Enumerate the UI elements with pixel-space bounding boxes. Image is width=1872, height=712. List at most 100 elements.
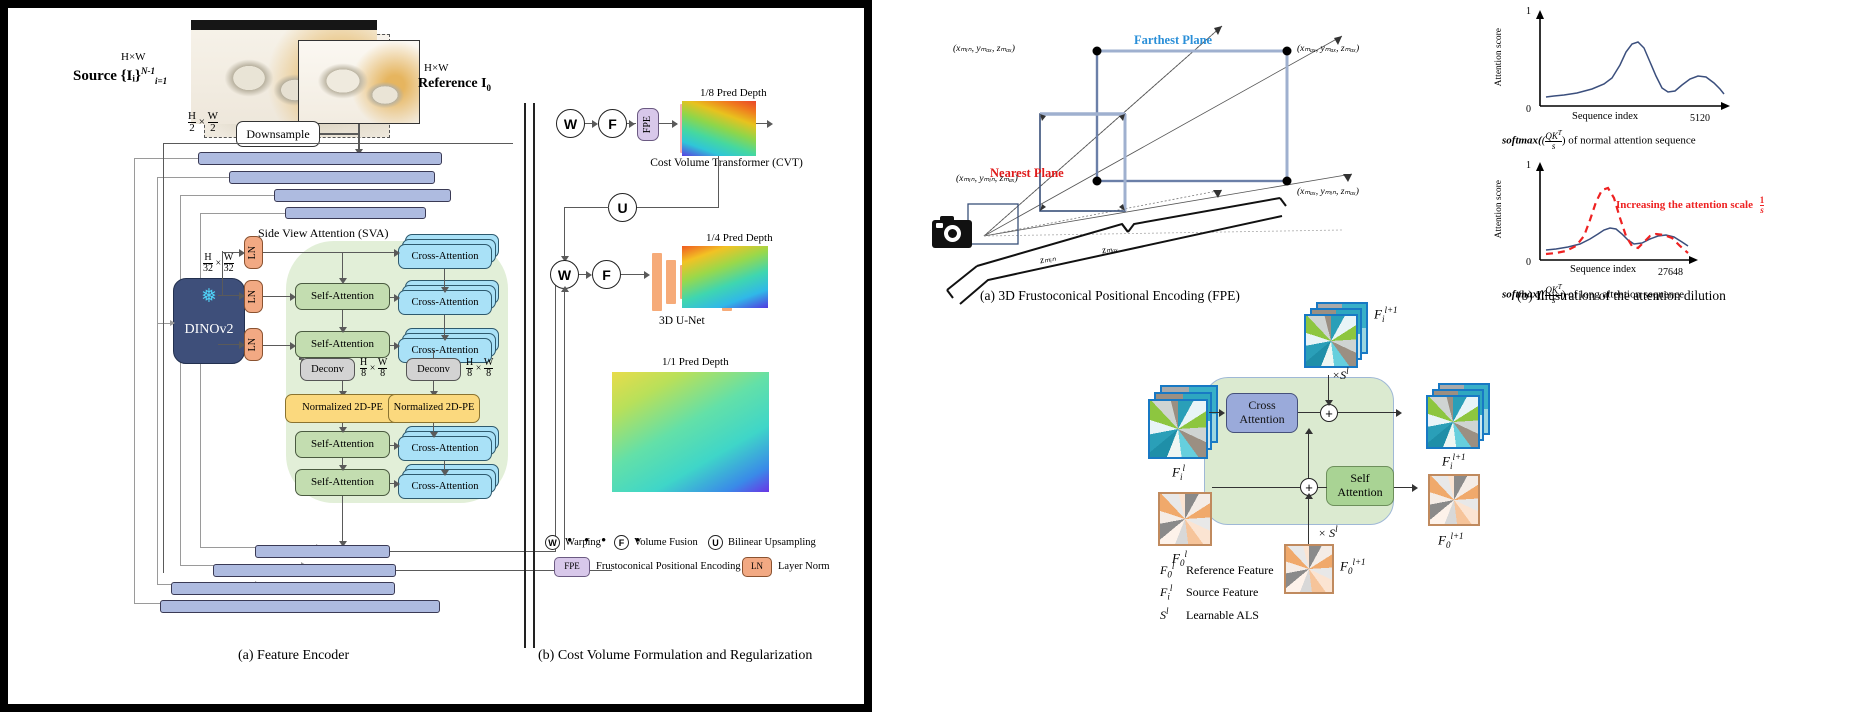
downsample-out-line — [320, 133, 360, 135]
cvt-out-arrow — [767, 120, 773, 128]
chart2-caption: softmax(( QKT s ) of long attention sequ… — [1502, 283, 1685, 306]
fusion-circle-1[interactable]: F — [598, 109, 627, 138]
chart1-ylabel: Attention score — [1494, 28, 1504, 87]
pe2-ca4-arrow — [430, 432, 438, 438]
chart1-caption: softmax(( QKT s ) of normal attention se… — [1502, 129, 1696, 152]
ln-box-2: LN — [244, 280, 263, 313]
top-route — [163, 143, 513, 145]
deconv-box-2: Deconv — [406, 358, 461, 381]
u-in-from-cvt — [637, 207, 719, 209]
pred-18-label: 1/8 Pred Depth — [700, 87, 767, 99]
skip-line-2h — [157, 177, 229, 179]
unet-bar-2 — [666, 260, 676, 304]
si-top-arrow — [1325, 400, 1333, 406]
reference-feature-scaled — [1284, 544, 1334, 594]
sva-out-arrow — [339, 541, 347, 547]
self-attention-2: Self-Attention — [295, 331, 390, 358]
output-bar-1 — [255, 545, 390, 558]
chart1-ymax: 1 — [1526, 6, 1531, 17]
deconv1-to-pe1 — [342, 381, 344, 393]
left-long-up — [163, 143, 165, 573]
sa1-to-sa2 — [342, 310, 344, 329]
dino-in-arrow — [170, 320, 175, 326]
chart2-ylabel: Attention score — [1494, 180, 1504, 239]
unet-bar-1 — [652, 253, 662, 311]
u-out-arrow — [561, 256, 569, 262]
reference-image — [298, 40, 420, 124]
legend-ln-icon: LN — [742, 557, 772, 577]
skip-line-1h — [134, 158, 198, 160]
legend-fusion-label: Volume Fusion — [634, 537, 698, 548]
legend-upsample-icon: U — [708, 535, 723, 550]
warp-circle-2[interactable]: W — [550, 260, 579, 289]
pe1-sa3-arrow — [339, 427, 347, 433]
f-0-l1-scaled-label: F0l+1 — [1340, 557, 1366, 576]
ca3-to-deconv2 — [433, 351, 435, 359]
f2-unet — [621, 274, 648, 276]
legend-fusion-icon: F — [614, 535, 629, 550]
plus-up-to-ca — [1308, 432, 1310, 478]
pred-14-label: 1/4 Pred Depth — [706, 232, 773, 244]
legend-warping-icon: W — [545, 535, 560, 550]
chart2-ymax: 1 — [1526, 160, 1531, 171]
ln3-to-sa2-arrow — [290, 342, 296, 350]
panel-divider-1 — [524, 103, 526, 648]
chart1-xmax: 5120 — [1690, 113, 1710, 124]
fpe-box: FPE — [637, 108, 659, 141]
res-drop — [222, 252, 224, 296]
sa2-to-ca3-arrow — [394, 342, 400, 350]
encoder-bar-3 — [274, 189, 451, 202]
nearest-plane-label: Nearest Plane — [990, 166, 1064, 180]
output-bar-3 — [171, 582, 395, 595]
corner-label-top-right: (xₘₐₓ, yₘₐₓ, zₘₐₓ) — [1297, 44, 1360, 54]
s0-up-arrow — [1305, 493, 1313, 499]
ca4-to-ca5 — [444, 461, 446, 472]
left-figure-panel: H×W Source {Iᵢ}N-1i=1 H×W Reference I0 H… — [8, 8, 864, 704]
cvt-to-u — [718, 156, 720, 208]
panel-divider-2 — [533, 103, 535, 648]
pred-depth-11-image — [612, 372, 769, 492]
ca4-ca5-arrow — [441, 470, 449, 476]
sa3-to-ca4-arrow — [394, 442, 400, 450]
source-sub: i=1 — [154, 76, 168, 86]
output-bar-2 — [213, 564, 396, 577]
corner-label-bottom-left: (xₘᵢₙ, yₘᵢₙ, zₘₐₓ) — [956, 174, 1018, 184]
sa1-to-ca2-arrow — [394, 294, 400, 302]
pe1-to-sa3 — [342, 423, 344, 429]
ca2-to-ca3 — [444, 315, 446, 336]
dino-in — [158, 323, 174, 325]
output-bar-4 — [160, 600, 440, 613]
warp-circle-1[interactable]: W — [556, 109, 585, 138]
ln1-to-ca1-arrow — [394, 249, 400, 257]
sva-out-line — [342, 496, 344, 543]
si-top-down — [1328, 375, 1330, 405]
upsample-circle-1[interactable]: U — [608, 193, 637, 222]
f-i-l1-out-label: Fil+1 — [1442, 452, 1466, 471]
downsample-box: Downsample — [236, 121, 320, 147]
self-attention-3: Self-Attention — [295, 431, 390, 458]
sa1-sa2-arrow — [339, 327, 347, 333]
skip-line-3 — [180, 195, 182, 566]
als-legend-row-2: Sl Learnable ALS — [1160, 605, 1259, 622]
encoder-bar-2 — [229, 171, 435, 184]
w1-f1 — [585, 123, 594, 125]
self-attention-box: Self Attention — [1326, 466, 1394, 506]
normalized-pe-1: Normalized 2D-PE — [285, 394, 400, 423]
f-0-l-label: F0l — [1172, 549, 1187, 568]
als-legend-row-1: Fil Source Feature — [1160, 583, 1259, 602]
farthest-plane-label: Farthest Plane — [1134, 33, 1213, 47]
ref-down-line2 — [358, 133, 360, 150]
chart-normal-attention: 1 0 Attention score Sequence index 5120 … — [1492, 6, 1792, 151]
deconv-box-1: Deconv — [300, 358, 355, 381]
source-sup: N-1 — [140, 66, 155, 76]
chart2-ymin: 0 — [1526, 257, 1531, 268]
source-hw-label: H×W — [121, 51, 146, 63]
skip-line-3h — [180, 195, 274, 197]
fpe-cvt-arrow — [672, 120, 678, 128]
fusion-circle-2[interactable]: F — [592, 260, 621, 289]
chart2-xmax: 27648 — [1658, 267, 1683, 278]
dino-to-ln2 — [218, 295, 242, 297]
